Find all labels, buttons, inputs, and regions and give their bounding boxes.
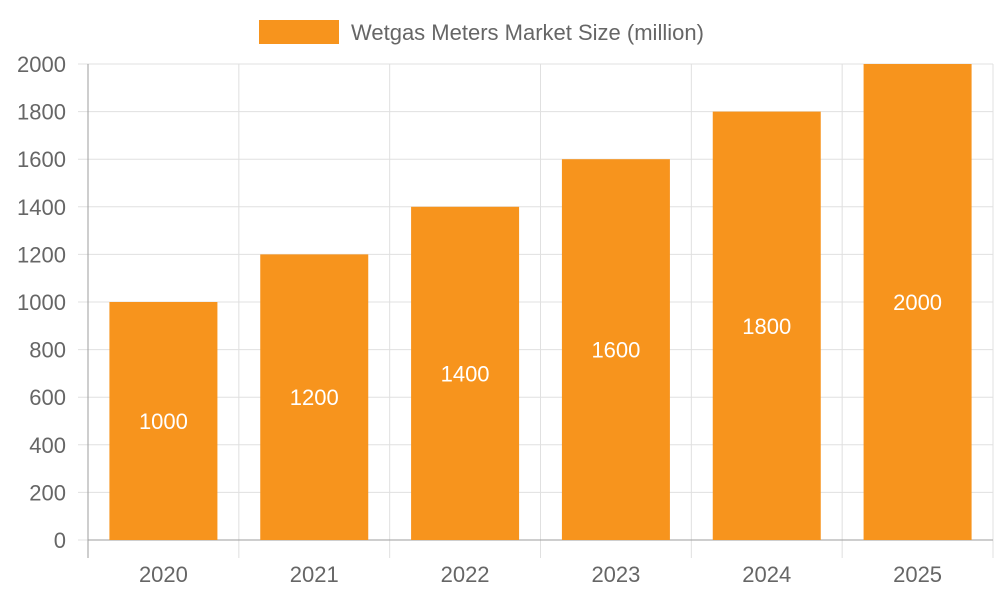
bar-2025[interactable]	[863, 64, 972, 540]
axes	[87, 64, 993, 558]
data-label: 1800	[742, 314, 791, 339]
bar-2023[interactable]	[561, 159, 670, 540]
data-label: 1400	[441, 361, 490, 386]
data-label: 1600	[591, 338, 640, 363]
data-label: 1200	[290, 385, 339, 410]
y-tick-label: 200	[29, 480, 66, 505]
x-tick-label: 2020	[139, 562, 188, 587]
y-tick-label: 1400	[17, 195, 66, 220]
data-labels: 1000 1200 1400 1600 1800 2000	[139, 290, 942, 434]
y-tick-label: 1200	[17, 242, 66, 267]
legend[interactable]: Wetgas Meters Market Size (million)	[259, 20, 704, 45]
x-tick-label: 2024	[742, 562, 791, 587]
bar-2020[interactable]	[109, 302, 218, 540]
bar-2021[interactable]	[260, 254, 369, 540]
legend-swatch	[259, 20, 339, 44]
x-tick-label: 2023	[591, 562, 640, 587]
x-axis-tick-labels: 2020 2021 2022 2023 2024 2025	[139, 562, 942, 587]
x-tick-label: 2021	[290, 562, 339, 587]
bar-2022[interactable]	[411, 206, 520, 541]
x-tick-label: 2025	[893, 562, 942, 587]
y-tick-label: 1600	[17, 147, 66, 172]
data-label: 1000	[139, 409, 188, 434]
y-axis-tick-labels: 0 200 400 600 800 1000 1200 1400 1600 1800 2000	[17, 52, 66, 553]
y-tick-label: 2000	[17, 52, 66, 77]
bar-2024[interactable]	[712, 111, 821, 540]
y-tick-label: 0	[54, 528, 66, 553]
y-tick-label: 800	[29, 338, 66, 363]
data-label: 2000	[893, 290, 942, 315]
bars	[109, 64, 972, 541]
y-tick-label: 400	[29, 433, 66, 458]
y-tick-label: 600	[29, 385, 66, 410]
legend-label: Wetgas Meters Market Size (million)	[351, 20, 704, 45]
x-tick-label: 2022	[441, 562, 490, 587]
y-tick-label: 1800	[17, 100, 66, 125]
y-tick-label: 1000	[17, 290, 66, 315]
